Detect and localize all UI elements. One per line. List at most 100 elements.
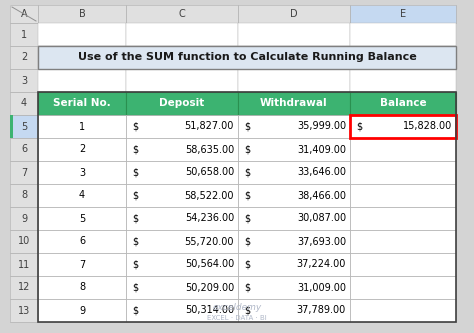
Text: 1: 1 <box>79 122 85 132</box>
Bar <box>10 5 38 23</box>
Bar <box>238 207 350 230</box>
Text: 50,209.00: 50,209.00 <box>185 282 234 292</box>
Bar <box>126 230 238 253</box>
Text: $: $ <box>132 190 138 200</box>
Text: $: $ <box>244 213 250 223</box>
Bar <box>350 115 456 138</box>
Bar <box>238 161 350 184</box>
Text: exceldemy: exceldemy <box>212 303 262 312</box>
Bar <box>238 92 350 115</box>
Bar <box>126 46 238 69</box>
Bar <box>238 184 350 207</box>
Bar <box>126 276 238 299</box>
Text: B: B <box>79 9 85 19</box>
Bar <box>38 230 126 253</box>
Bar <box>38 276 126 299</box>
Bar <box>38 230 126 253</box>
Text: $: $ <box>132 282 138 292</box>
Bar <box>238 299 350 322</box>
Bar <box>10 23 38 46</box>
Bar <box>126 276 238 299</box>
Text: $: $ <box>132 213 138 223</box>
Bar <box>38 92 456 322</box>
Bar <box>10 230 38 253</box>
Bar <box>350 276 456 299</box>
Bar <box>126 92 238 115</box>
Text: 31,009.00: 31,009.00 <box>297 282 346 292</box>
Bar <box>126 23 238 46</box>
Bar <box>238 46 350 69</box>
Bar <box>38 92 126 115</box>
Text: EXCEL · DATA · BI: EXCEL · DATA · BI <box>207 315 267 321</box>
Bar <box>38 46 456 69</box>
Bar <box>38 299 126 322</box>
Text: $: $ <box>244 122 250 132</box>
Bar <box>38 115 126 138</box>
Text: 3: 3 <box>21 76 27 86</box>
Bar <box>238 276 350 299</box>
Text: 38,466.00: 38,466.00 <box>297 190 346 200</box>
Text: 50,658.00: 50,658.00 <box>185 167 234 177</box>
Text: 37,789.00: 37,789.00 <box>297 305 346 315</box>
Bar <box>126 5 238 23</box>
Bar <box>10 92 38 115</box>
Bar <box>10 276 38 299</box>
Bar <box>126 299 238 322</box>
Text: 37,693.00: 37,693.00 <box>297 236 346 246</box>
Text: D: D <box>290 9 298 19</box>
Bar <box>10 115 38 138</box>
Bar <box>238 207 350 230</box>
Text: 2: 2 <box>79 145 85 155</box>
Bar <box>350 230 456 253</box>
Bar <box>350 92 456 115</box>
Bar <box>126 253 238 276</box>
Text: 5: 5 <box>21 122 27 132</box>
Bar <box>350 138 456 161</box>
Text: $: $ <box>132 259 138 269</box>
Text: 33,646.00: 33,646.00 <box>297 167 346 177</box>
Bar <box>350 276 456 299</box>
Bar <box>38 138 126 161</box>
Bar <box>126 207 238 230</box>
Bar <box>238 184 350 207</box>
Bar <box>38 207 126 230</box>
Bar <box>238 253 350 276</box>
Bar <box>350 184 456 207</box>
Bar <box>350 207 456 230</box>
Bar <box>10 253 38 276</box>
Bar <box>126 115 238 138</box>
Text: 1: 1 <box>21 30 27 40</box>
Text: 5: 5 <box>79 213 85 223</box>
Bar <box>238 230 350 253</box>
Bar <box>350 115 456 138</box>
Bar <box>350 253 456 276</box>
Bar <box>238 115 350 138</box>
Text: $: $ <box>244 236 250 246</box>
Text: 54,236.00: 54,236.00 <box>185 213 234 223</box>
Bar <box>38 161 126 184</box>
Bar <box>10 161 38 184</box>
Bar <box>10 115 13 138</box>
Text: 9: 9 <box>21 213 27 223</box>
Text: 55,720.00: 55,720.00 <box>184 236 234 246</box>
Text: $: $ <box>132 145 138 155</box>
Bar <box>38 253 126 276</box>
Text: Use of the SUM function to Calculate Running Balance: Use of the SUM function to Calculate Run… <box>78 53 416 63</box>
Bar <box>126 115 238 138</box>
Bar <box>350 184 456 207</box>
Bar <box>238 230 350 253</box>
Text: 4: 4 <box>79 190 85 200</box>
Text: 58,635.00: 58,635.00 <box>185 145 234 155</box>
Bar <box>38 138 126 161</box>
Text: $: $ <box>244 167 250 177</box>
Bar <box>38 46 126 69</box>
Text: 11: 11 <box>18 259 30 269</box>
Bar <box>238 253 350 276</box>
Bar <box>126 69 238 92</box>
Bar <box>38 92 126 115</box>
Text: 50,314.00: 50,314.00 <box>185 305 234 315</box>
Bar <box>238 23 350 46</box>
Bar <box>238 69 350 92</box>
Text: E: E <box>400 9 406 19</box>
Text: 6: 6 <box>79 236 85 246</box>
